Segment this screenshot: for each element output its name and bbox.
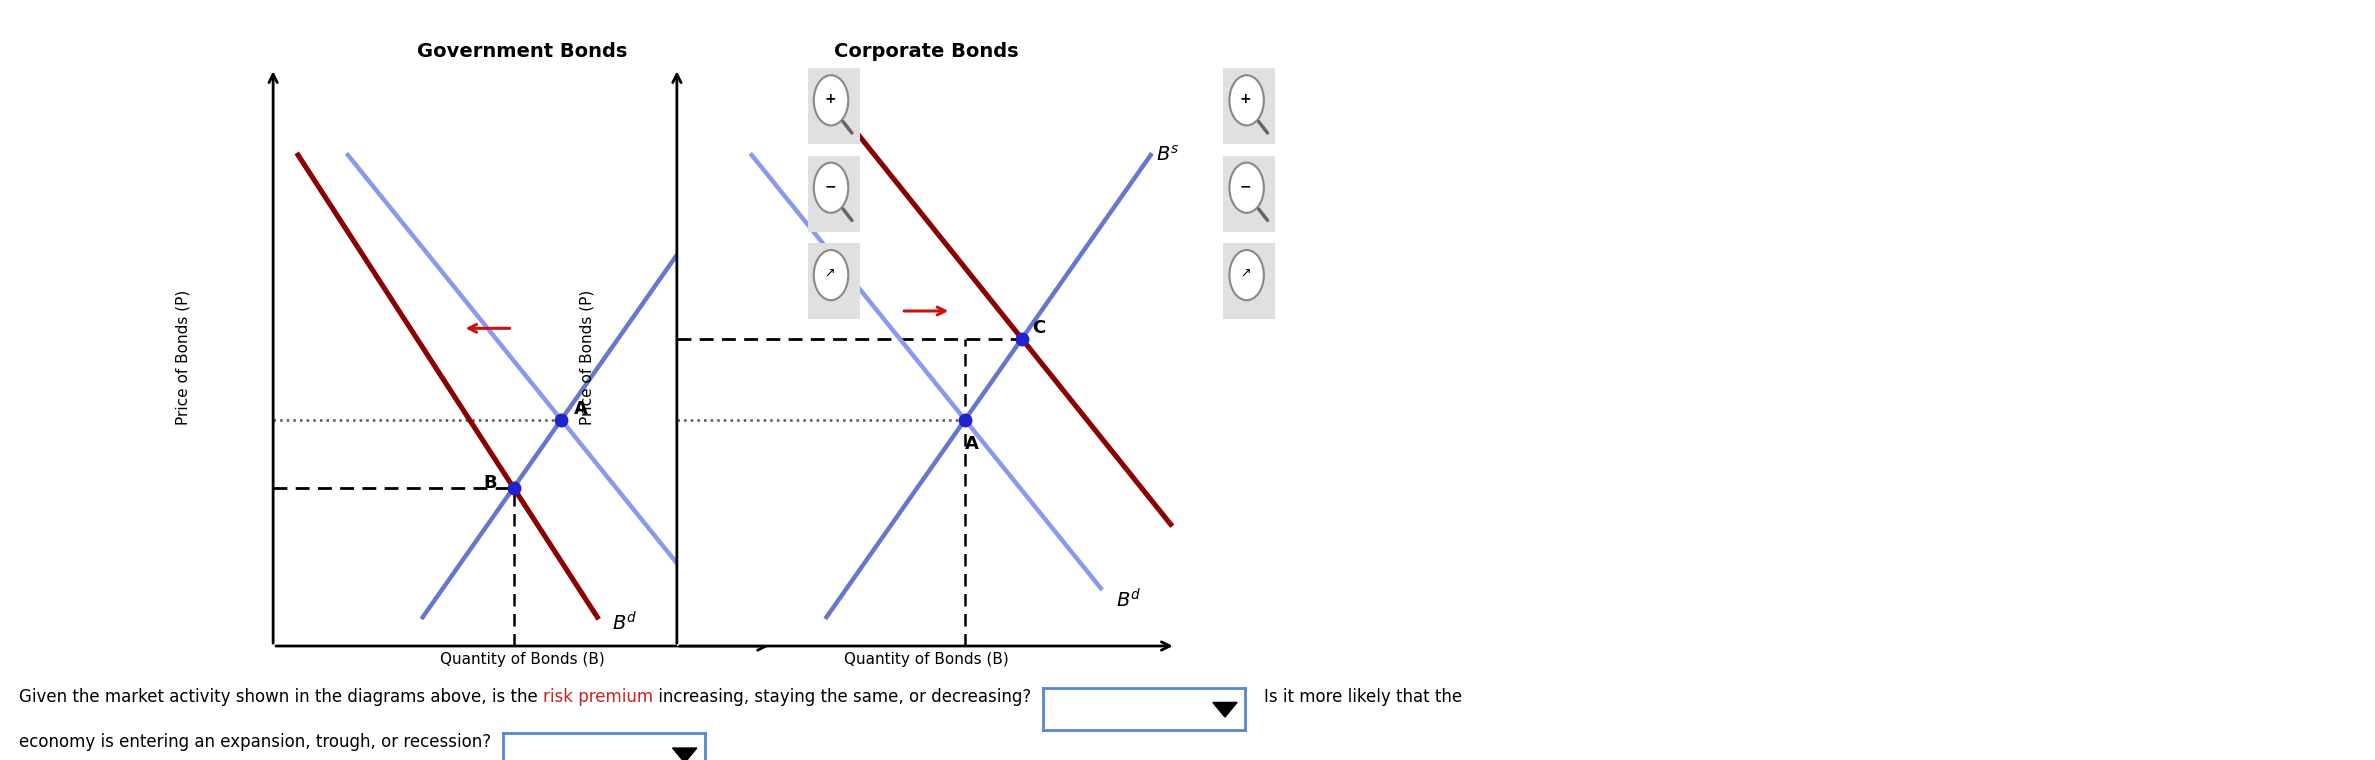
Text: −: − bbox=[1240, 179, 1252, 193]
Text: ↗: ↗ bbox=[1240, 267, 1252, 280]
Text: B: B bbox=[484, 473, 496, 492]
Text: ↗: ↗ bbox=[824, 267, 836, 280]
Text: $B^s$: $B^s$ bbox=[753, 145, 774, 165]
Text: $B^d$: $B^d$ bbox=[1116, 588, 1140, 611]
Circle shape bbox=[815, 250, 848, 300]
Polygon shape bbox=[672, 748, 696, 760]
Text: +: + bbox=[1240, 92, 1252, 106]
Text: A: A bbox=[964, 435, 978, 453]
Title: Corporate Bonds: Corporate Bonds bbox=[834, 43, 1019, 62]
Text: $B^s$: $B^s$ bbox=[1157, 145, 1178, 165]
Text: Price of Bonds (P): Price of Bonds (P) bbox=[580, 290, 594, 425]
Text: Is it more likely that the: Is it more likely that the bbox=[1264, 688, 1463, 706]
Text: $B^d$: $B^d$ bbox=[613, 611, 636, 635]
Text: economy is entering an expansion, trough, or recession?: economy is entering an expansion, trough… bbox=[19, 733, 492, 752]
Text: increasing, staying the same, or decreasing?: increasing, staying the same, or decreas… bbox=[653, 688, 1031, 706]
X-axis label: Quantity of Bonds (B): Quantity of Bonds (B) bbox=[843, 651, 1009, 667]
Circle shape bbox=[1230, 75, 1264, 125]
Circle shape bbox=[815, 163, 848, 213]
Text: A: A bbox=[575, 400, 587, 418]
Text: +: + bbox=[824, 92, 836, 106]
Circle shape bbox=[1230, 163, 1264, 213]
Text: Given the market activity shown in the diagrams above, is the: Given the market activity shown in the d… bbox=[19, 688, 544, 706]
X-axis label: Quantity of Bonds (B): Quantity of Bonds (B) bbox=[439, 651, 606, 667]
Text: −: − bbox=[824, 179, 836, 193]
Title: Government Bonds: Government Bonds bbox=[418, 43, 627, 62]
Text: risk premium: risk premium bbox=[544, 688, 653, 706]
Circle shape bbox=[815, 75, 848, 125]
Polygon shape bbox=[1214, 702, 1237, 717]
Text: C: C bbox=[1031, 319, 1045, 337]
Text: Price of Bonds (P): Price of Bonds (P) bbox=[176, 290, 190, 425]
Circle shape bbox=[1230, 250, 1264, 300]
